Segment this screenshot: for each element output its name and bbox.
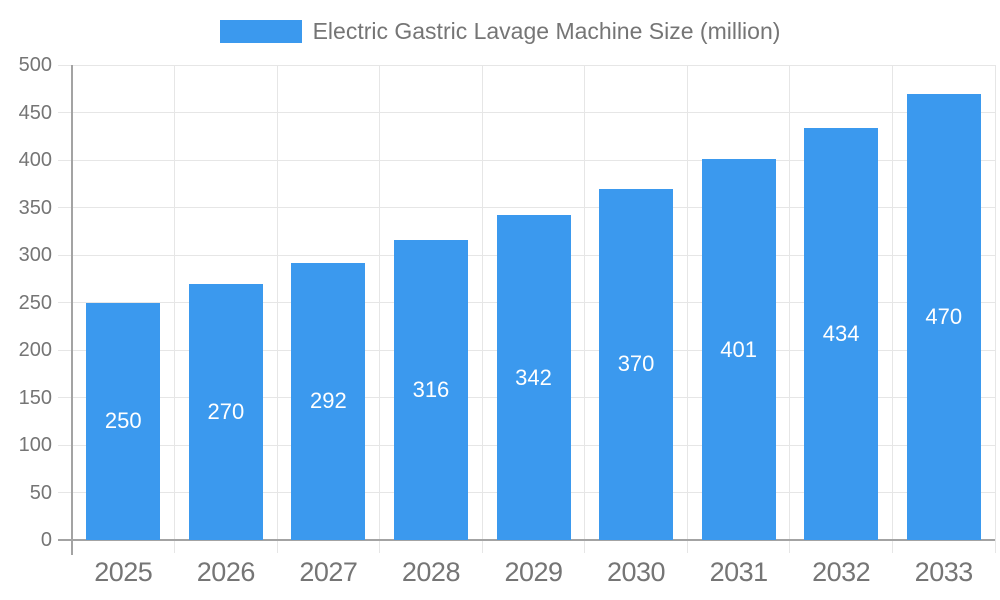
legend-label: Electric Gastric Lavage Machine Size (mi… [312,18,781,44]
bar[interactable] [906,93,981,540]
bar[interactable] [599,188,674,540]
bar-value-label: 250 [104,408,142,434]
y-tick [58,159,72,161]
bar-value-label: 370 [617,351,655,377]
x-axis-label: 2030 [607,557,666,587]
y-tick [58,397,72,398]
y-tick [58,112,72,113]
bar[interactable] [291,262,366,540]
bar-value-label: 342 [515,364,552,390]
x-tick [789,540,791,553]
y-axis-label: 250 [18,291,52,314]
bar[interactable] [496,215,571,540]
legend-item[interactable]: Electric Gastric Lavage Machine Size (mi… [0,17,1000,45]
y-axis-label: 500 [18,54,52,76]
x-tick [994,540,996,553]
y-tick [58,492,72,493]
x-gridline [584,65,586,540]
bar[interactable] [701,159,776,540]
bar-value-label: 470 [925,303,963,329]
x-gridline [276,65,278,540]
y-axis-label: 0 [40,529,52,551]
x-tick [379,540,381,553]
bar[interactable] [393,239,468,540]
x-gridline [481,65,483,540]
y-tick [58,349,72,351]
y-tick [58,64,72,66]
x-tick [584,540,586,553]
x-axis-label: 2028 [401,557,461,587]
x-gridline [789,65,791,540]
x-gridline [174,65,176,540]
y-axis-label: 300 [18,244,52,266]
y-gridline [72,112,995,113]
bar[interactable] [804,127,879,540]
x-tick [276,540,278,553]
y-tick [58,207,72,208]
y-axis-label: 150 [18,386,52,409]
bar[interactable] [188,283,263,540]
bar-value-label: 292 [310,388,347,414]
bar-value-label: 401 [720,336,757,362]
x-tick [174,540,176,553]
x-axis-label: 2032 [812,557,871,587]
bar-value-label: 434 [822,320,860,346]
x-gridline [891,65,893,540]
y-tick [58,302,72,303]
y-gridline [72,159,995,161]
x-axis-label: 2029 [504,557,563,587]
y-gridline [72,207,995,208]
x-axis-label: 2025 [94,557,153,587]
y-axis-label: 400 [18,149,52,171]
x-axis-label: 2031 [709,557,769,587]
y-axis-line [71,65,73,555]
y-axis-label: 450 [18,101,52,124]
x-gridline [379,65,381,540]
y-gridline [72,64,995,66]
y-tick [58,444,72,446]
legend-swatch-icon [219,19,302,43]
x-gridline [686,65,688,540]
x-axis-label: 2027 [299,557,358,587]
bar-value-label: 316 [412,376,450,402]
x-tick [686,540,688,553]
x-axis-line [58,539,995,541]
x-tick [481,540,483,553]
bar[interactable] [86,302,161,540]
x-tick [891,540,893,553]
bar-value-label: 270 [207,398,245,424]
y-tick [58,254,72,256]
y-axis-label: 100 [18,434,52,456]
y-axis-label: 350 [18,196,52,219]
x-gridline [994,65,996,540]
x-axis-label: 2033 [914,557,974,587]
y-axis-label: 50 [29,481,52,504]
x-axis-label: 2026 [196,557,256,587]
y-axis-label: 200 [18,339,52,361]
